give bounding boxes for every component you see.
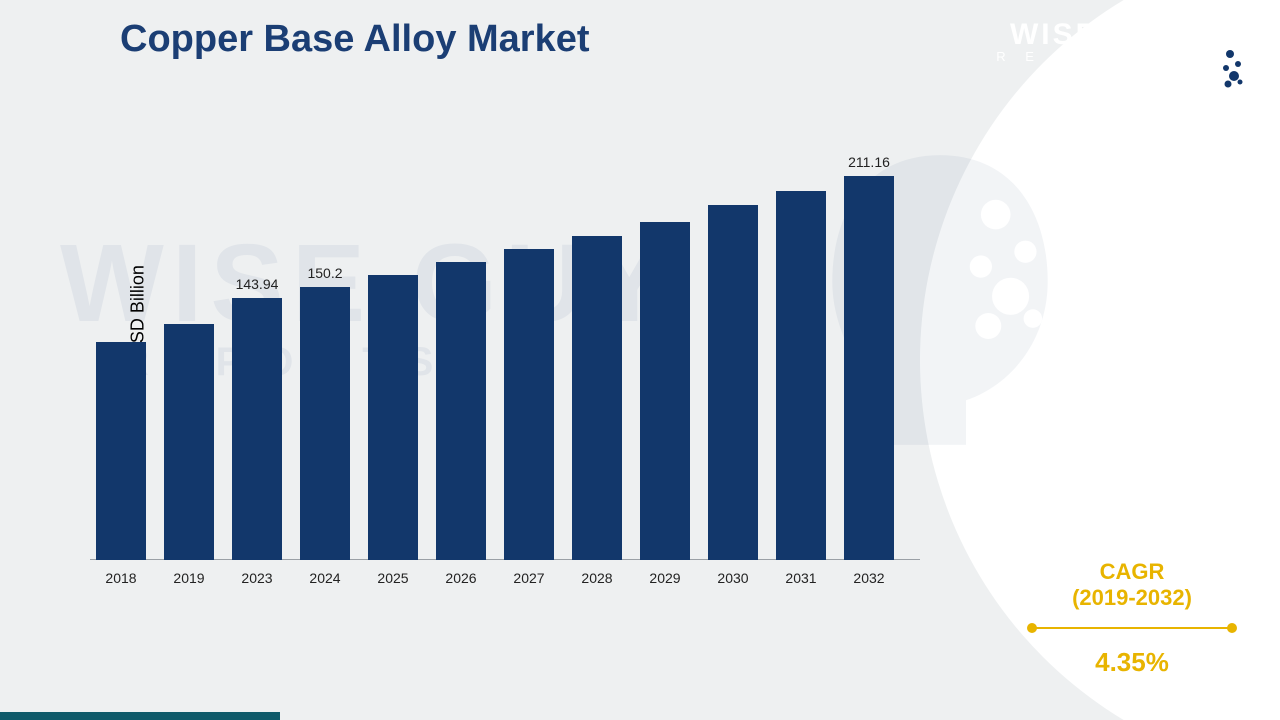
brand-logo: WISE GUY R E P O R T S	[996, 18, 1262, 64]
chart-canvas: WISE GUY REPORTS Copper Base Alloy Marke…	[0, 0, 1280, 720]
bar-value-label: 150.2	[307, 265, 342, 281]
bar-rect	[96, 342, 146, 560]
x-tick-label: 2031	[772, 570, 830, 586]
cagr-block: CAGR (2019-2032) 4.35%	[1002, 559, 1262, 678]
cagr-divider	[1032, 627, 1232, 629]
bar-2023: 143.94	[232, 276, 282, 560]
bar-rect	[232, 298, 282, 560]
watermark-head-icon	[810, 140, 1070, 460]
bar-2024: 150.2	[300, 265, 350, 560]
bar-rect	[164, 324, 214, 560]
cagr-dot-right	[1227, 623, 1237, 633]
bar-2019	[164, 324, 214, 560]
bar-rect	[708, 205, 758, 560]
bar-rect	[300, 287, 350, 560]
bar-2030	[708, 205, 758, 560]
bar-rect	[504, 249, 554, 560]
x-tick-label: 2028	[568, 570, 626, 586]
x-tick-label: 2032	[840, 570, 898, 586]
x-tick-label: 2026	[432, 570, 490, 586]
bar-2027	[504, 249, 554, 560]
x-tick-label: 2027	[500, 570, 558, 586]
chart-area: Market Value in USD Billion 20182019143.…	[50, 160, 920, 590]
bar-rect	[368, 275, 418, 560]
cagr-value: 4.35%	[1002, 647, 1262, 678]
bar-value-label: 143.94	[236, 276, 279, 292]
bar-rect	[436, 262, 486, 560]
x-tick-label: 2030	[704, 570, 762, 586]
x-tick-label: 2018	[92, 570, 150, 586]
bar-2018	[96, 342, 146, 560]
cagr-label: CAGR	[1002, 559, 1262, 585]
bar-2025	[368, 275, 418, 560]
bar-rect	[640, 222, 690, 560]
bottom-strip	[0, 712, 280, 720]
cagr-range: (2019-2032)	[1002, 585, 1262, 611]
plot-region: 20182019143.942023150.220242025202620272…	[90, 160, 920, 560]
bar-2029	[640, 222, 690, 560]
x-tick-label: 2029	[636, 570, 694, 586]
chart-title: Copper Base Alloy Market	[120, 18, 590, 61]
cagr-dot-left	[1027, 623, 1037, 633]
bar-2028	[572, 236, 622, 560]
bar-2026	[436, 262, 486, 560]
brand-subtitle: R E P O R T S	[996, 49, 1184, 64]
x-tick-label: 2023	[228, 570, 286, 586]
x-tick-label: 2025	[364, 570, 422, 586]
brand-name: WISE GUY	[996, 18, 1184, 52]
x-tick-label: 2024	[296, 570, 354, 586]
bar-rect	[572, 236, 622, 560]
x-tick-label: 2019	[160, 570, 218, 586]
